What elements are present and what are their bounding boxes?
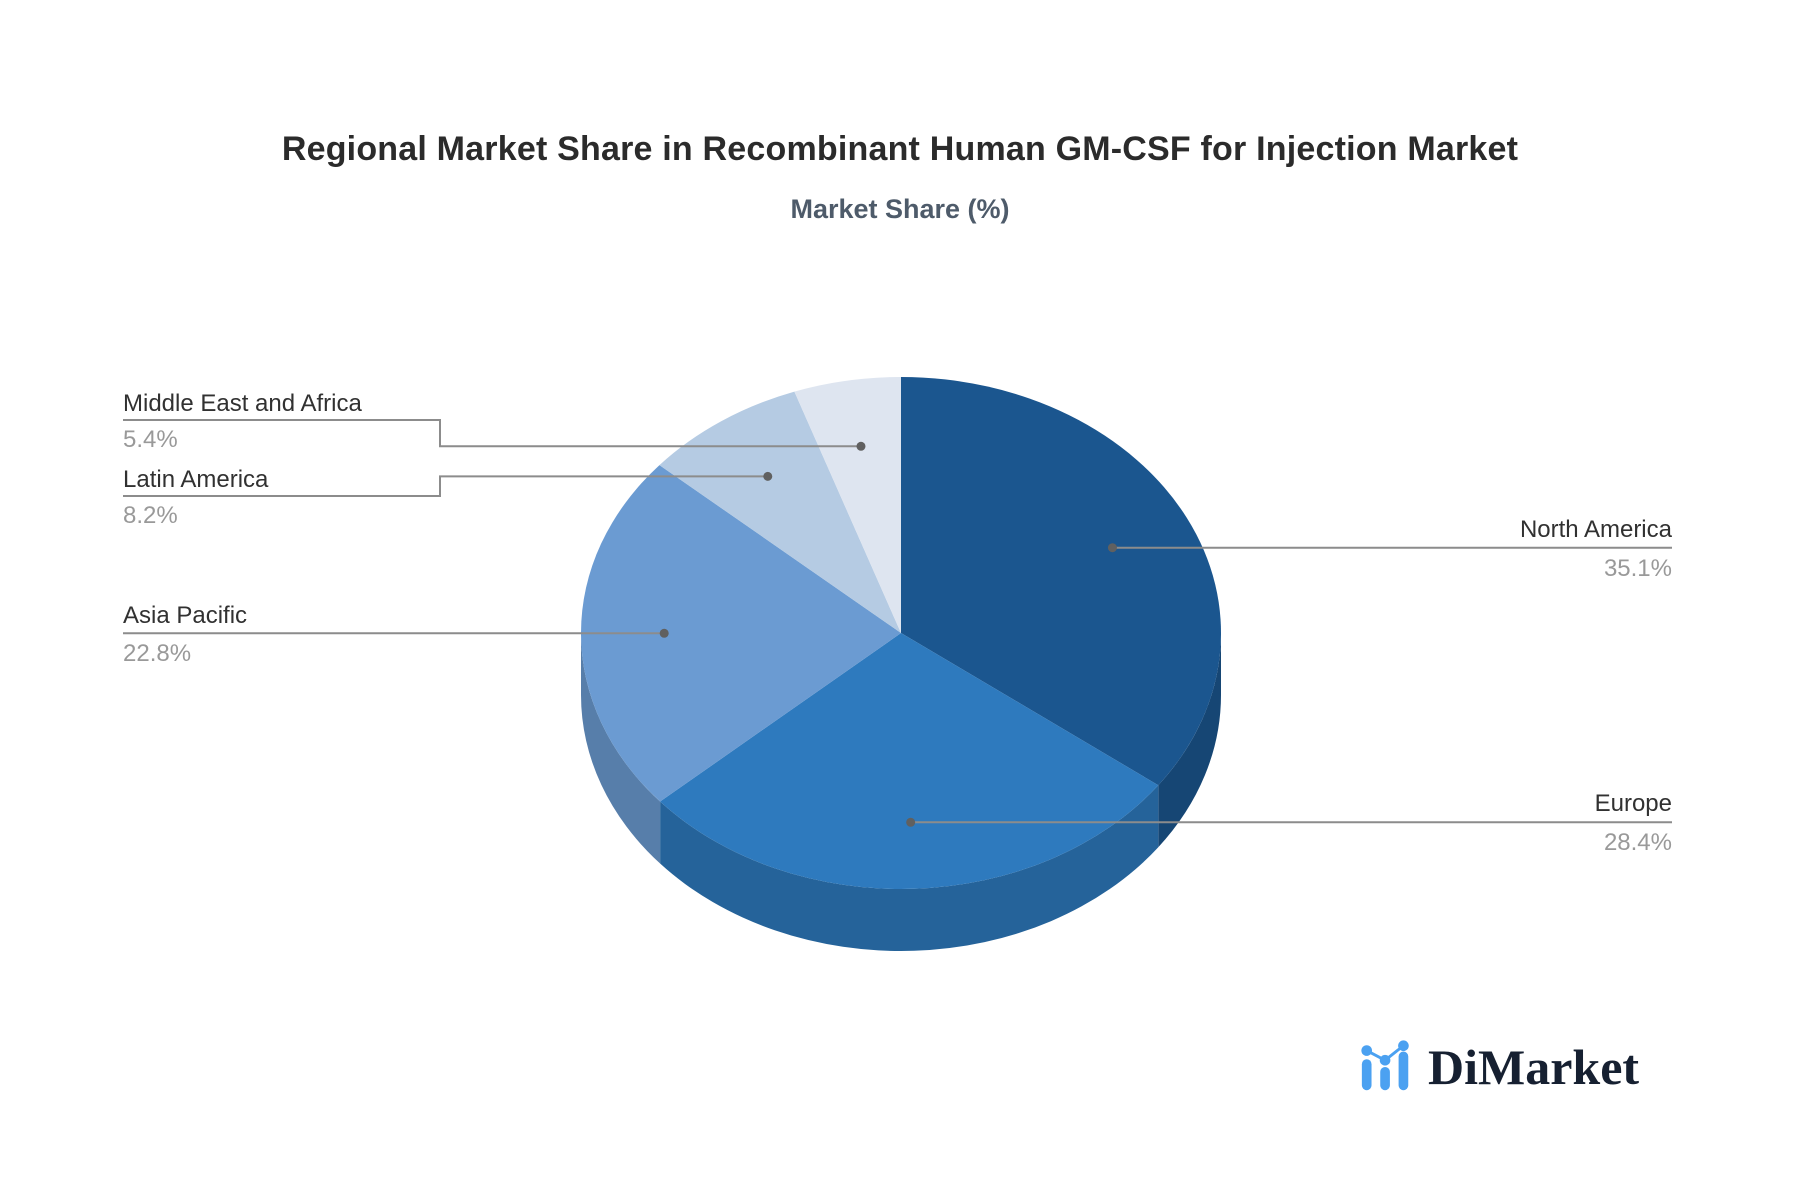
brand-logo: DiMarket [1358,1038,1639,1096]
leader-lines [123,419,1672,824]
pie-value-europe: 28.4% [1603,829,1672,856]
chart-subtitle: Market Share (%) [790,194,1010,224]
leader-dots [659,441,1117,827]
pie-label-latin-america: Latin America [123,466,269,493]
pie-rims [580,633,1221,952]
pie-slice-europe[interactable] [660,633,1159,890]
leader-dot-asia-pacific [659,628,669,638]
leader-dot-middle-east-and-africa [856,441,866,451]
pie-value-north-america: 35.1% [1603,555,1672,582]
pie-slice-middle-east-and-africa[interactable] [794,377,901,633]
leader-line-latin-america [123,475,768,497]
brand-name: DiMarket [1428,1039,1640,1095]
leader-line-middle-east-and-africa [123,419,861,448]
pie-slice-north-america[interactable] [901,377,1222,786]
pie-tops [580,377,1222,890]
leader-dot-latin-america [763,471,773,481]
pie-rim-europe [660,785,1159,952]
pie-value-latin-america: 8.2% [123,502,178,529]
pie-slice-latin-america[interactable] [659,391,901,633]
pie-slice-asia-pacific[interactable] [580,465,901,802]
pie-rim-north-america [1158,633,1221,848]
pie-label-middle-east-and-africa: Middle East and Africa [123,390,362,417]
pie-label-north-america: North America [1519,516,1672,543]
leader-dot-europe [906,817,916,827]
pie-value-middle-east-and-africa: 5.4% [123,426,178,453]
leader-dot-north-america [1107,543,1117,553]
brand-chart-icon [1361,1040,1409,1091]
chart-title: Regional Market Share in Recombinant Hum… [281,130,1519,168]
pie-value-asia-pacific: 22.8% [123,640,192,667]
pie-rim-asia-pacific [580,633,661,864]
pie-label-europe: Europe [1594,790,1672,817]
pie-label-asia-pacific: Asia Pacific [123,602,248,629]
